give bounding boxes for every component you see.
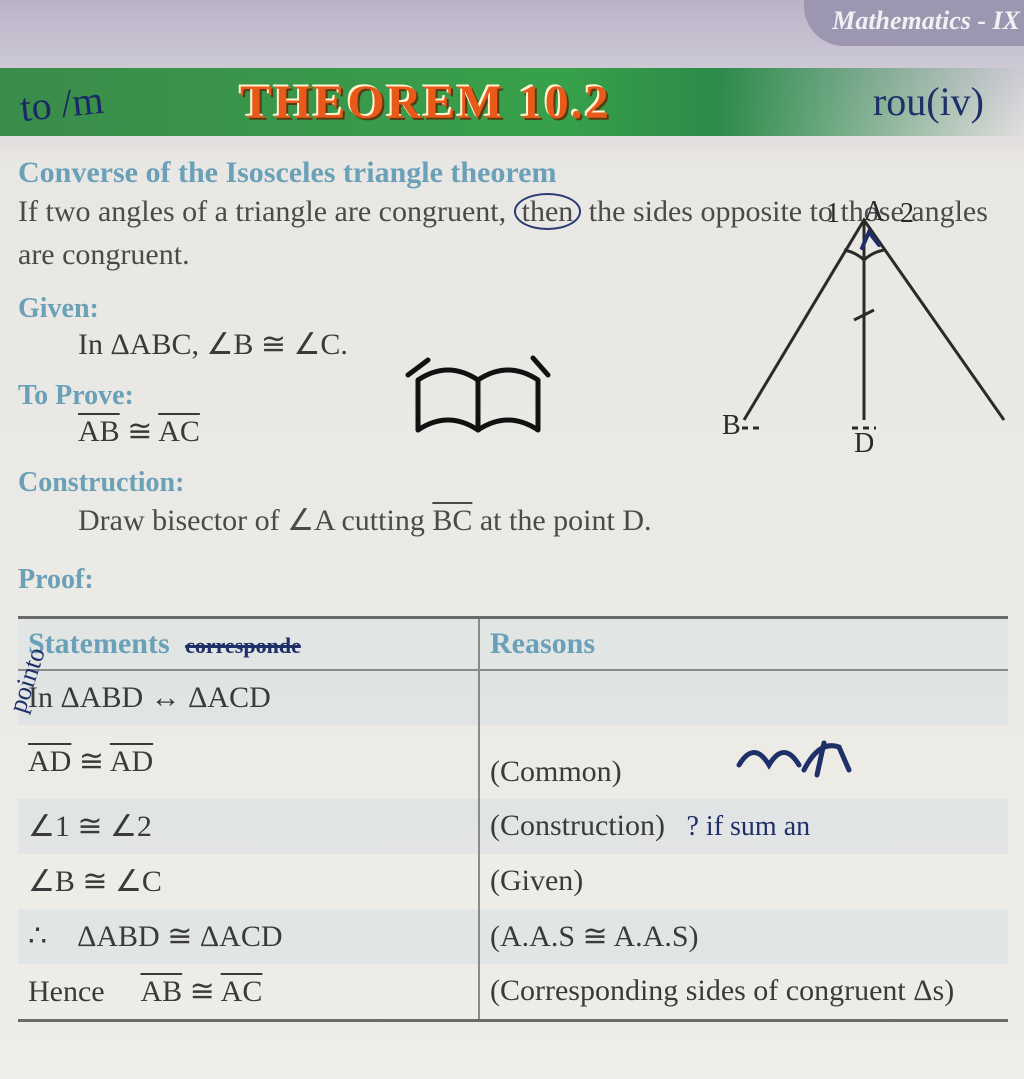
construction-text: Draw bisector of ∠A cutting BC at the po… [78,501,1006,542]
seg-ab-2: AB [140,975,182,1008]
seg-ab: AB [78,415,120,448]
handwriting-top-right: rou(iv) [873,78,984,125]
stmt-cell: ∴ ΔABD ≅ ΔACD [18,909,479,964]
table-row: Hence AB ≅ AC (Corresponding sides of co… [18,964,1008,1021]
constr-a: Draw bisector of ∠A cutting [78,504,432,537]
fig-D: D [854,428,874,459]
reason-cell: (Corresponding sides of congruent Δs) [479,964,1008,1021]
theorem-banner: THEOREM 10.2 [0,68,1024,136]
fig-two: 2 [900,200,914,229]
theorem-title: Converse of the Isosceles triangle theor… [18,156,1006,190]
table-row: ∠B ≅ ∠C (Given) [18,854,1008,909]
table-row: ∴ ΔABD ≅ ΔACD (A.A.S ≅ A.A.S) [18,909,1008,964]
table-row: ∠1 ≅ ∠2 (Construction) ? if sum an [18,799,1008,854]
seg-ac: AC [158,415,200,448]
col-reasons: Reasons [479,617,1008,670]
fig-one: 1 [826,200,840,229]
col-statements: Statements corresponde [18,617,479,670]
reason-cell [479,670,1008,725]
reason-cell: (Construction) ? if sum an [479,799,1008,854]
fig-A: A [864,200,885,227]
seg-bc: BC [432,504,472,537]
page-corner-label: Mathematics - IX [804,0,1024,46]
stmt-part-1: If two angles of a triangle are congruen… [18,195,514,228]
cong: ≅ [79,745,104,778]
congruent-sym: ≅ [127,415,152,448]
reason-construction: (Construction) [490,809,665,842]
hand-scribble-icon [729,735,859,781]
table-row: In ΔABD ↔ ΔACD [18,670,1008,725]
strike-note: corresponde [185,633,301,658]
theorem-number: THEOREM 10.2 [240,75,611,130]
stmt-cell: ∠1 ≅ ∠2 [18,799,479,854]
stmt-cell: In ΔABD ↔ ΔACD [18,670,479,725]
construction-label: Construction: [18,467,1006,499]
fig-B: B [722,410,741,441]
proof-table: Statements corresponde Reasons In ΔABD ↔… [18,616,1008,1022]
handwriting-top-left: to /m [18,76,106,131]
reason-cell: (A.A.S ≅ A.A.S) [479,909,1008,964]
stmt-cell: Hence AB ≅ AC [18,964,479,1021]
hence: Hence [28,975,135,1008]
proof-label: Proof: [18,564,1006,596]
seg-ad-l: AD [28,745,71,778]
circled-then: then [514,193,582,230]
stmt-cell: AD ≅ AD [18,725,479,799]
triangle-figure: 1 A 2 B D [704,200,1024,460]
textbook-page: Mathematics - IX THEOREM 10.2 to /m rou(… [0,0,1024,1079]
reason-cell: (Given) [479,854,1008,909]
cong: ≅ [190,975,215,1008]
hand-note: ? if sum an [686,811,810,842]
seg-ad-r: AD [110,745,153,778]
table-row: AD ≅ AD (Common) [18,725,1008,799]
seg-ac-2: AC [221,975,263,1008]
hand-drawn-book-icon [398,350,578,460]
reason-cell: (Common) [479,725,1008,799]
reason-common: (Common) [490,755,622,788]
proof-header-row: Statements corresponde Reasons [18,617,1008,670]
constr-b: at the point D. [480,504,652,537]
stmt-cell: ∠B ≅ ∠C [18,854,479,909]
